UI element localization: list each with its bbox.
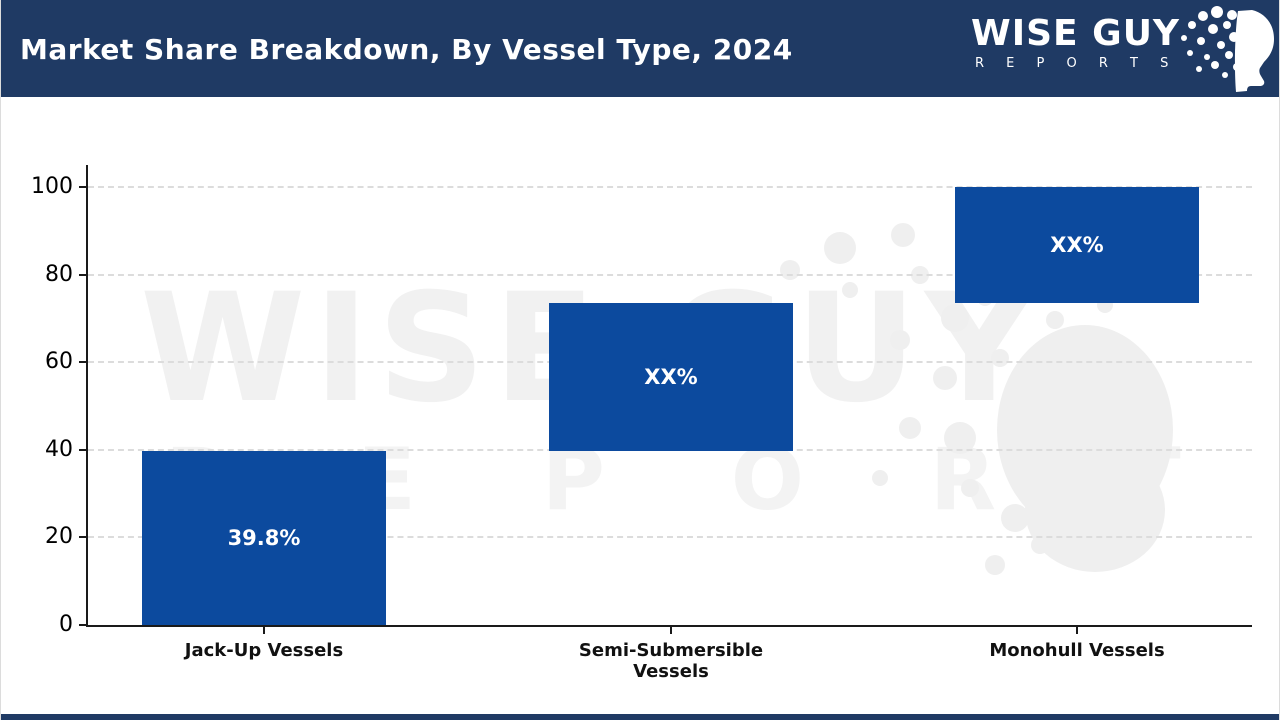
x-axis-tick [1076, 627, 1078, 634]
x-axis-line [86, 625, 1252, 627]
gridline [88, 186, 1252, 188]
y-axis-tick-label: 0 [59, 612, 73, 637]
y-axis-tick [79, 273, 88, 276]
y-axis-tick-label: 60 [45, 349, 73, 375]
gridline [88, 273, 1252, 276]
y-axis-line [86, 165, 88, 627]
bar: XX% [549, 303, 793, 451]
bar: 39.8% [142, 450, 386, 625]
x-axis-tick [670, 627, 672, 634]
y-axis-tick [79, 448, 88, 451]
x-axis-category-label: Monohull Vessels [989, 640, 1165, 661]
brand-face-icon [1181, 6, 1274, 92]
y-axis-tick-label: 100 [31, 174, 73, 199]
bar-value-label: 39.8% [227, 525, 301, 550]
bar-value-label: XX% [644, 364, 698, 389]
bar: XX% [955, 187, 1199, 304]
x-axis-category-label: Jack-Up Vessels [184, 640, 344, 661]
brand-logo: WISE GUY R E P O R T S [970, 13, 1180, 72]
y-axis-tick [79, 536, 88, 539]
footer-bar [0, 714, 1280, 720]
chart-title: Market Share Breakdown, By Vessel Type, … [20, 33, 793, 66]
gridline [88, 536, 1252, 539]
brand-logo-wordmark: WISE GUY [970, 13, 1180, 54]
x-axis-category-label: Semi-Submersible Vessels [578, 640, 764, 682]
watermark-face-dots [780, 223, 1173, 575]
x-axis-tick [263, 627, 265, 634]
y-axis-tick [79, 361, 88, 364]
bar-value-label: XX% [1050, 233, 1104, 258]
y-axis-tick [79, 186, 88, 188]
brand-logo-subtext: R E P O R T S [974, 56, 1178, 71]
y-axis-tick [79, 624, 88, 626]
y-axis-tick-label: 80 [45, 261, 73, 287]
y-axis-tick-label: 20 [45, 524, 73, 550]
y-axis-tick-label: 40 [45, 436, 73, 462]
header: Market Share Breakdown, By Vessel Type, … [0, 0, 1280, 97]
